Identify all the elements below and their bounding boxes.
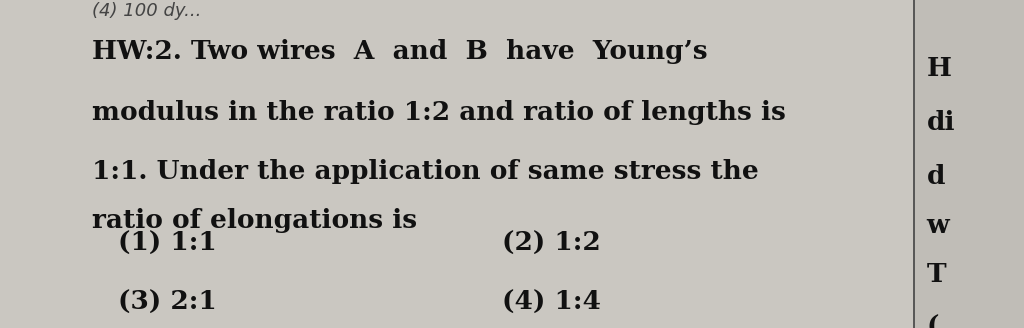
Text: (: ( — [927, 315, 939, 328]
Text: (3) 2:1: (3) 2:1 — [118, 290, 216, 315]
Text: modulus in the ratio 1:2 and ratio of lengths is: modulus in the ratio 1:2 and ratio of le… — [92, 100, 786, 125]
Text: (2) 1:2: (2) 1:2 — [502, 231, 600, 256]
Text: H: H — [927, 56, 951, 81]
Text: d: d — [927, 164, 945, 189]
Bar — [914, 0, 1024, 328]
Text: HW:2. Two wires  A  and  B  have  Young’s: HW:2. Two wires A and B have Young’s — [92, 39, 708, 64]
Text: (4) 1:4: (4) 1:4 — [502, 290, 601, 315]
Text: (4) 100 dy...: (4) 100 dy... — [92, 2, 202, 20]
Text: (1) 1:1: (1) 1:1 — [118, 231, 216, 256]
Text: T: T — [927, 262, 946, 287]
Text: w: w — [927, 213, 949, 238]
Text: 1:1. Under the application of same stress the: 1:1. Under the application of same stres… — [92, 159, 759, 184]
Text: ratio of elongations is: ratio of elongations is — [92, 208, 418, 233]
Text: di: di — [927, 110, 955, 135]
